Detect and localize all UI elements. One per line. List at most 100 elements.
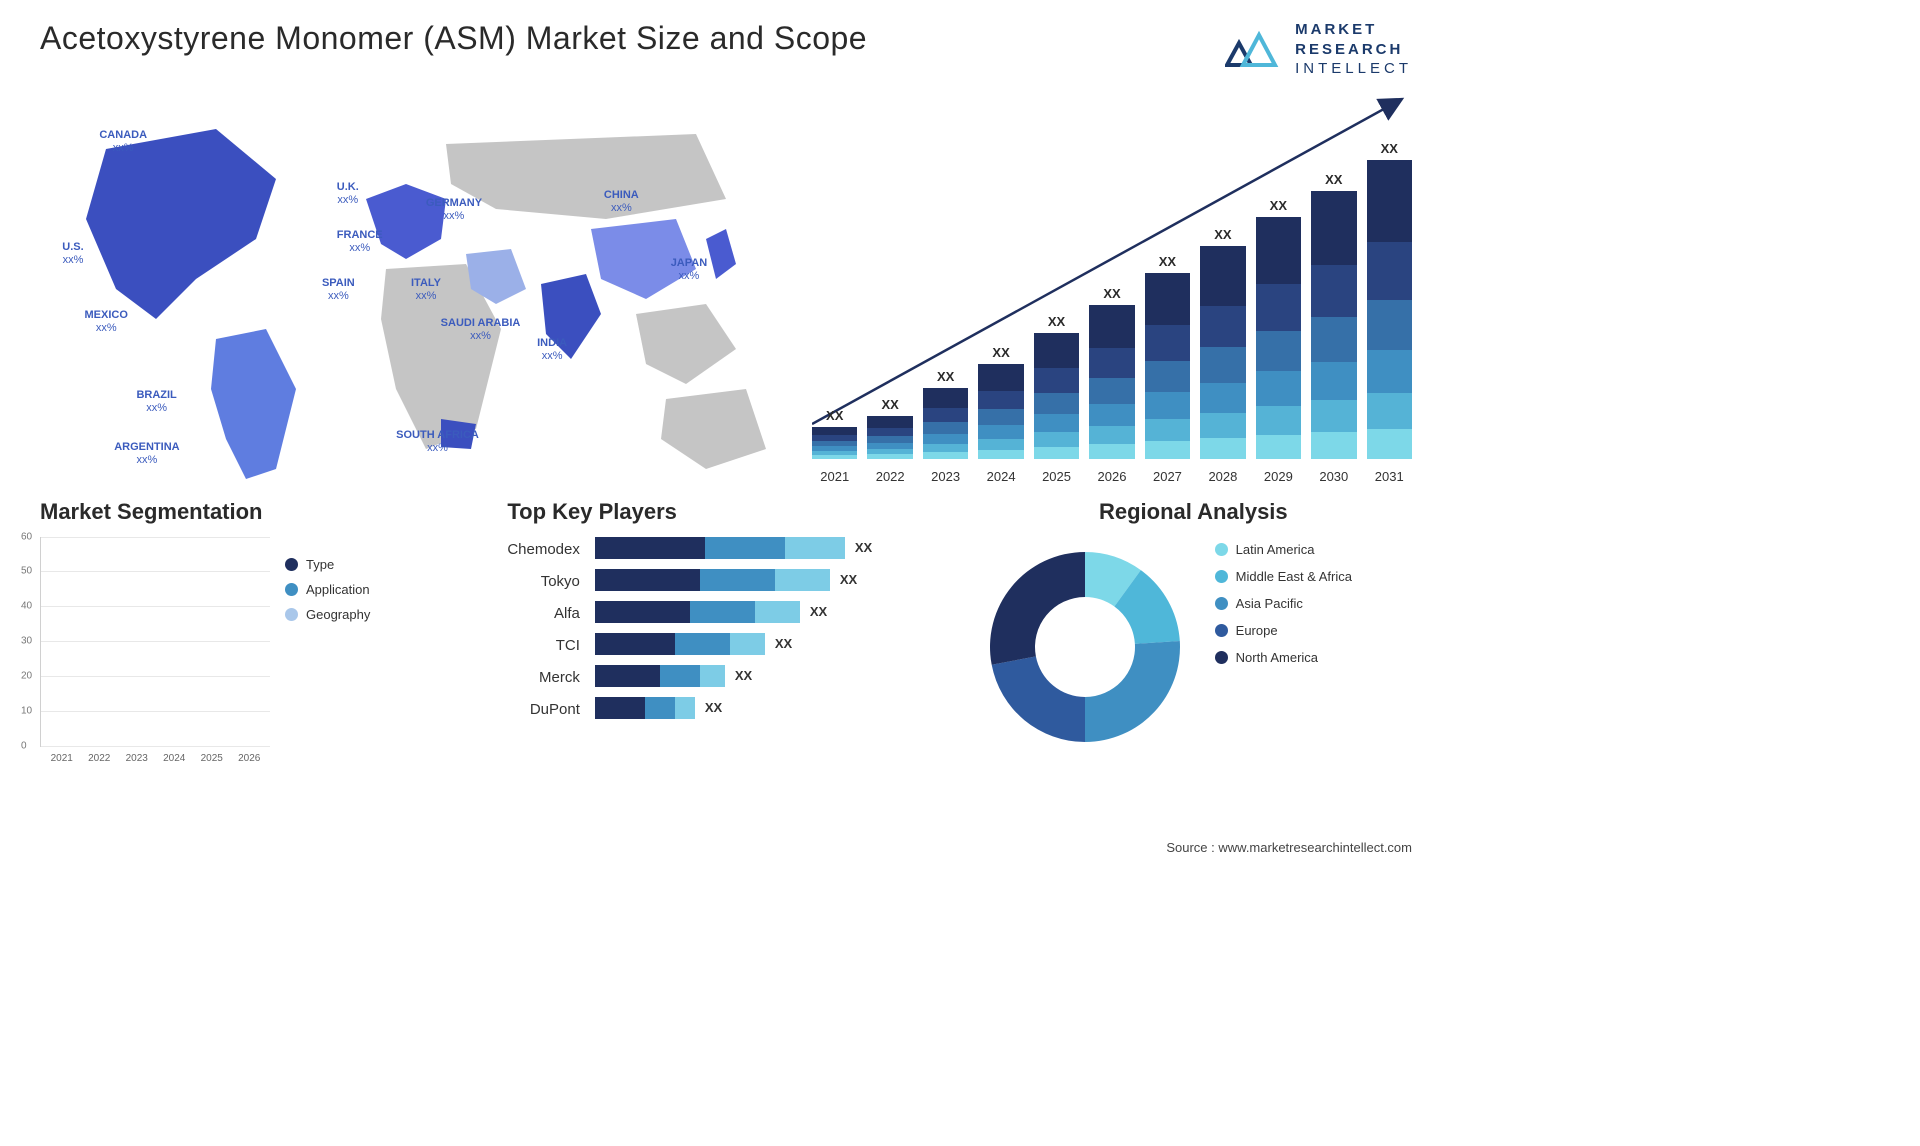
country-label-china: CHINAxx% bbox=[604, 189, 639, 215]
country-label-italy: ITALYxx% bbox=[411, 277, 441, 303]
player-bar-tokyo: XX bbox=[595, 569, 945, 591]
main-bar-2022: XX bbox=[867, 397, 912, 459]
swatch bbox=[1215, 651, 1228, 664]
player-name: Tokyo bbox=[541, 571, 580, 593]
player-name: Merck bbox=[539, 667, 580, 689]
regional-legend-item: Middle East & Africa bbox=[1215, 569, 1352, 584]
main-bar-label: XX bbox=[1103, 286, 1120, 301]
main-x-2027: 2027 bbox=[1145, 469, 1190, 484]
logo-text-3: INTELLECT bbox=[1295, 59, 1412, 79]
map-region-japan bbox=[706, 229, 736, 279]
donut-slice bbox=[1085, 641, 1180, 742]
main-x-2023: 2023 bbox=[923, 469, 968, 484]
seg-x-2021: 2021 bbox=[46, 753, 78, 764]
player-name: Chemodex bbox=[507, 539, 580, 561]
player-value: XX bbox=[855, 540, 872, 555]
seg-ytick: 60 bbox=[21, 531, 32, 542]
main-x-2022: 2022 bbox=[867, 469, 912, 484]
legend-label: North America bbox=[1236, 650, 1318, 665]
country-label-us: U.S.xx% bbox=[62, 241, 83, 267]
swatch bbox=[285, 558, 298, 571]
player-value: XX bbox=[735, 668, 752, 683]
main-x-2021: 2021 bbox=[812, 469, 857, 484]
seg-ytick: 10 bbox=[21, 705, 32, 716]
legend-label: Europe bbox=[1236, 623, 1278, 638]
country-label-japan: JAPANxx% bbox=[671, 257, 707, 283]
player-bar-dupont: XX bbox=[595, 697, 945, 719]
country-label-brazil: BRAZILxx% bbox=[136, 389, 176, 415]
player-bar-chemodex: XX bbox=[595, 537, 945, 559]
player-names: Chemodex Tokyo Alfa TCI Merck DuPont bbox=[507, 537, 580, 721]
swatch bbox=[1215, 570, 1228, 583]
country-label-mexico: MEXICOxx% bbox=[85, 309, 128, 335]
seg-legend-item: Geography bbox=[285, 607, 370, 622]
map-region-south-america bbox=[211, 329, 296, 479]
main-bar-2027: XX bbox=[1145, 254, 1190, 459]
swatch bbox=[1215, 597, 1228, 610]
main-bar-label: XX bbox=[1270, 198, 1287, 213]
main-x-2030: 2030 bbox=[1311, 469, 1356, 484]
main-bar-label: XX bbox=[826, 408, 843, 423]
source-text: Source : www.marketresearchintellect.com bbox=[1166, 840, 1412, 855]
main-bar-label: XX bbox=[1214, 227, 1231, 242]
main-bar-label: XX bbox=[937, 369, 954, 384]
donut-slice bbox=[990, 552, 1085, 665]
country-label-spain: SPAINxx% bbox=[322, 277, 355, 303]
player-value: XX bbox=[810, 604, 827, 619]
main-bar-chart: XXXXXXXXXXXXXXXXXXXXXX 20212022202320242… bbox=[812, 89, 1412, 489]
segmentation-legend: TypeApplicationGeography bbox=[285, 537, 370, 747]
main-x-2031: 2031 bbox=[1367, 469, 1412, 484]
main-bar-2021: XX bbox=[812, 408, 857, 459]
map-region-sea bbox=[636, 304, 736, 384]
seg-ytick: 50 bbox=[21, 566, 32, 577]
world-map: CANADAxx%U.S.xx%MEXICOxx%BRAZILxx%ARGENT… bbox=[40, 89, 782, 489]
main-bar-2031: XX bbox=[1367, 141, 1412, 459]
main-bar-2023: XX bbox=[923, 369, 968, 459]
country-label-southafrica: SOUTH AFRICAxx% bbox=[396, 429, 479, 455]
main-x-2028: 2028 bbox=[1200, 469, 1245, 484]
seg-ytick: 30 bbox=[21, 636, 32, 647]
logo-text-1: MARKET bbox=[1295, 20, 1412, 40]
main-x-2024: 2024 bbox=[978, 469, 1023, 484]
seg-legend-item: Type bbox=[285, 557, 370, 572]
seg-x-2025: 2025 bbox=[196, 753, 228, 764]
country-label-uk: U.K.xx% bbox=[337, 181, 359, 207]
page-title: Acetoxystyrene Monomer (ASM) Market Size… bbox=[40, 20, 867, 57]
map-region-australia bbox=[661, 389, 766, 469]
swatch bbox=[285, 583, 298, 596]
country-label-argentina: ARGENTINAxx% bbox=[114, 441, 179, 467]
regional-legend-item: North America bbox=[1215, 650, 1352, 665]
player-bar-merck: XX bbox=[595, 665, 945, 687]
main-x-2025: 2025 bbox=[1034, 469, 1079, 484]
swatch bbox=[1215, 624, 1228, 637]
seg-x-2026: 2026 bbox=[234, 753, 266, 764]
regional-legend-item: Europe bbox=[1215, 623, 1352, 638]
main-bar-2026: XX bbox=[1089, 286, 1134, 459]
player-name: Alfa bbox=[554, 603, 580, 625]
logo-text-2: RESEARCH bbox=[1295, 40, 1412, 60]
player-name: DuPont bbox=[530, 699, 580, 721]
main-bar-label: XX bbox=[1159, 254, 1176, 269]
country-label-germany: GERMANYxx% bbox=[426, 197, 482, 223]
country-label-saudiarabia: SAUDI ARABIAxx% bbox=[441, 317, 521, 343]
segmentation-plot: 0102030405060202120222023202420252026 bbox=[40, 537, 270, 747]
main-x-2026: 2026 bbox=[1089, 469, 1134, 484]
seg-x-2024: 2024 bbox=[159, 753, 191, 764]
main-bar-label: XX bbox=[1048, 314, 1065, 329]
player-value: XX bbox=[705, 700, 722, 715]
swatch bbox=[285, 608, 298, 621]
legend-label: Geography bbox=[306, 607, 370, 622]
player-name: TCI bbox=[556, 635, 580, 657]
main-bar-2024: XX bbox=[978, 345, 1023, 459]
seg-ytick: 40 bbox=[21, 601, 32, 612]
player-bars: XXXXXXXXXXXX bbox=[595, 537, 945, 721]
legend-label: Middle East & Africa bbox=[1236, 569, 1352, 584]
main-bar-2030: XX bbox=[1311, 172, 1356, 459]
regional-legend-item: Latin America bbox=[1215, 542, 1352, 557]
legend-label: Type bbox=[306, 557, 334, 572]
logo: MARKET RESEARCH INTELLECT bbox=[1225, 20, 1412, 79]
players-title: Top Key Players bbox=[507, 499, 944, 525]
main-bar-2025: XX bbox=[1034, 314, 1079, 459]
seg-ytick: 0 bbox=[21, 740, 27, 751]
seg-x-2022: 2022 bbox=[84, 753, 116, 764]
